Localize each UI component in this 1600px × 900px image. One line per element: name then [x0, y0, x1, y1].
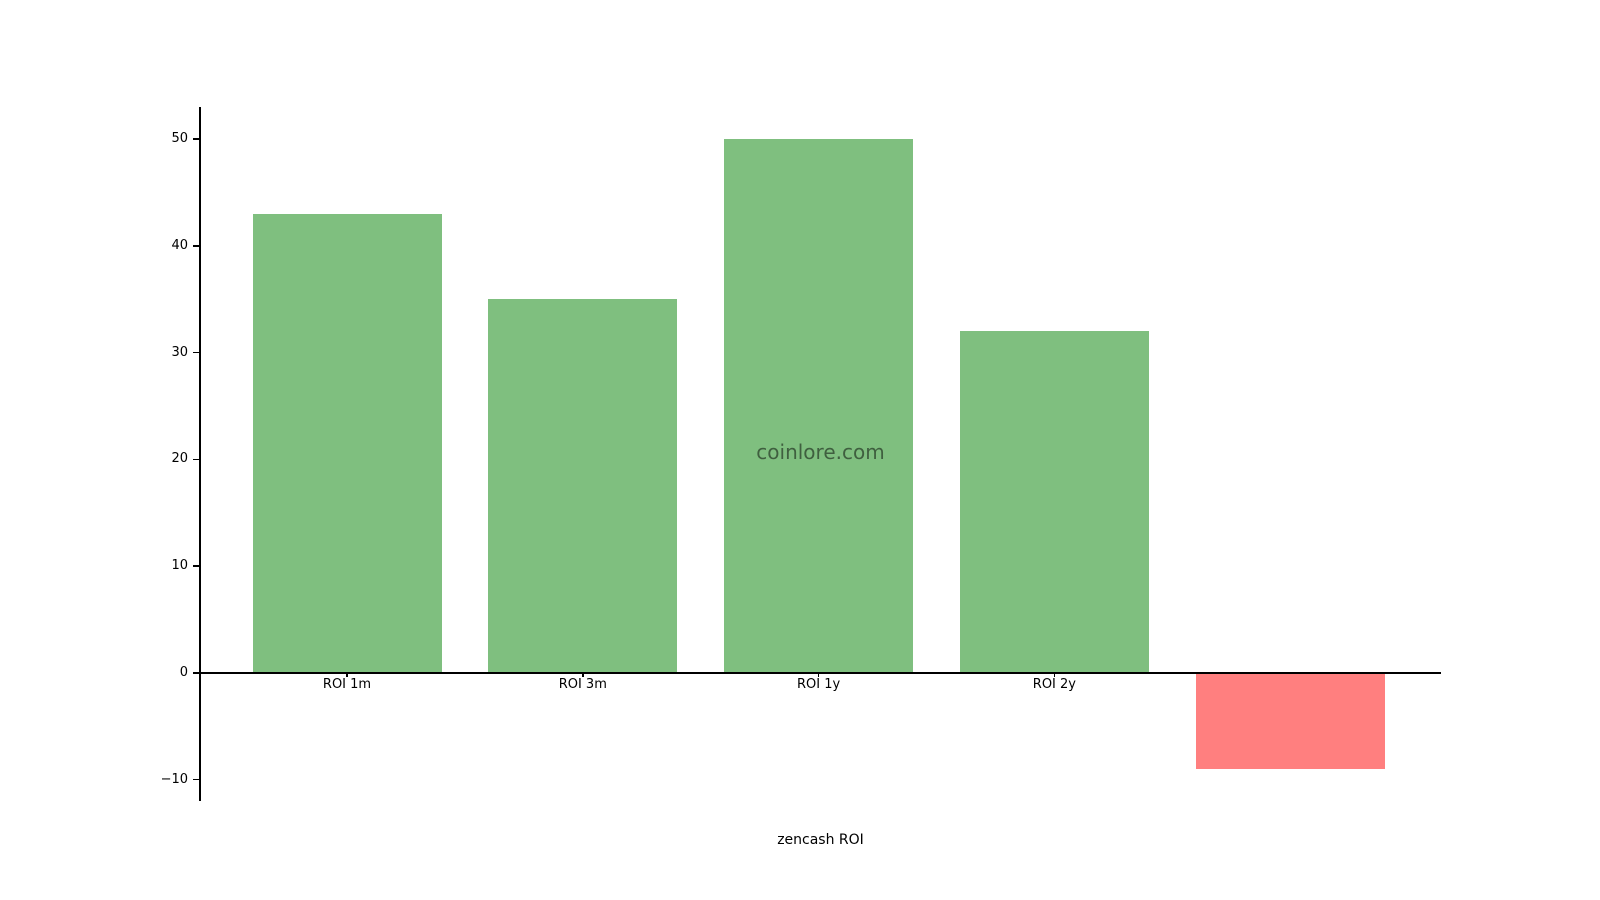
- x-tick-mark: [1053, 672, 1056, 678]
- y-tick-mark: [193, 672, 200, 674]
- bar-roi-3m: [488, 299, 678, 673]
- bar-roi-1y: [724, 139, 914, 673]
- x-axis-line: [200, 672, 1441, 674]
- x-tick-mark: [817, 672, 820, 678]
- y-tick-mark: [193, 138, 200, 140]
- y-tick-mark: [193, 245, 200, 247]
- y-tick-label: 40: [171, 237, 188, 253]
- y-tick-label: 10: [171, 558, 188, 574]
- x-axis-title: zencash ROI: [777, 832, 864, 848]
- x-tick-label: ROI 3m: [558, 676, 607, 692]
- x-tick-mark: [346, 672, 348, 678]
- y-tick-label: −10: [160, 771, 188, 787]
- y-axis-line: [199, 107, 201, 801]
- y-tick-label: 30: [171, 344, 188, 360]
- x-tick-label: ROI 2y: [1032, 676, 1076, 692]
- y-tick-label: 0: [179, 664, 188, 680]
- x-tick-label: ROI 1y: [796, 676, 841, 692]
- bar-roi-1m: [252, 213, 442, 673]
- y-tick-mark: [193, 458, 200, 461]
- watermark-text: coinlore.com: [756, 440, 885, 464]
- y-tick-mark: [193, 778, 200, 781]
- y-tick-mark: [193, 565, 200, 567]
- y-tick-label: 50: [171, 131, 188, 147]
- bar-roi-2y: [959, 331, 1149, 673]
- x-tick-label: ROI 1m: [322, 676, 372, 692]
- y-tick-label: 20: [171, 451, 188, 467]
- y-tick-mark: [193, 351, 200, 354]
- bar-4: [1195, 672, 1385, 769]
- x-tick-mark: [582, 672, 584, 678]
